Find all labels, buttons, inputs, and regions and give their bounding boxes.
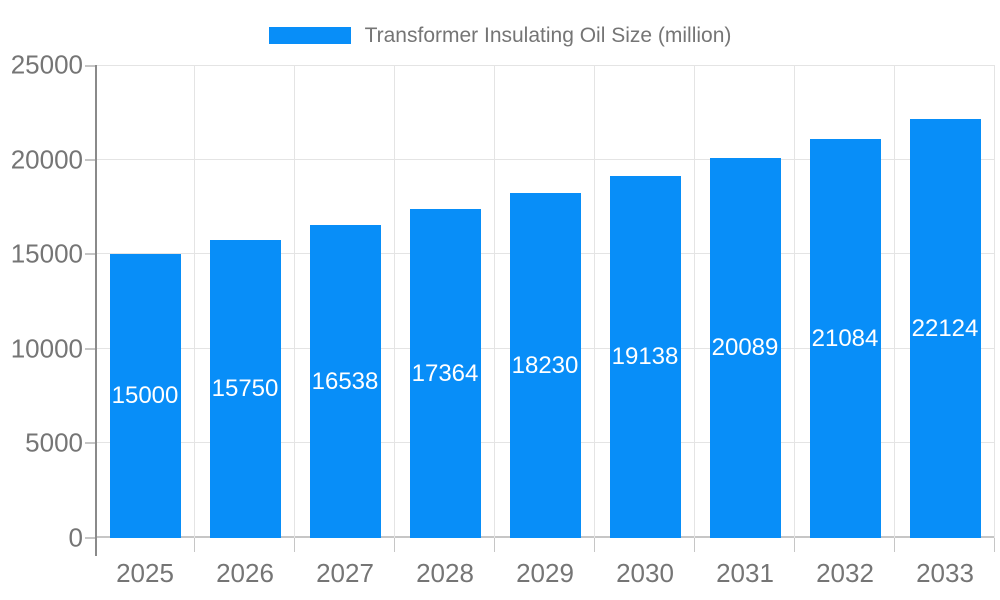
bar: 16538 (309, 225, 381, 538)
bar: 19138 (609, 175, 681, 538)
x-tick-label: 2031 (716, 558, 774, 588)
bar: 21084 (809, 139, 881, 538)
bar-value-label: 15750 (211, 374, 279, 402)
gridline-vertical (794, 65, 795, 538)
gridline-vertical (294, 65, 295, 538)
bar: 20089 (709, 157, 781, 538)
bar: 18230 (509, 193, 581, 538)
gridline-vertical (594, 65, 595, 538)
bar-value-label: 19138 (611, 342, 679, 370)
y-axis-tick (85, 158, 95, 161)
y-axis-tick (85, 65, 95, 67)
legend-label: Transformer Insulating Oil Size (million… (364, 23, 732, 47)
y-axis-tick (85, 347, 95, 350)
gridline-vertical (994, 65, 995, 538)
y-axis-line (95, 65, 97, 556)
y-tick-label: 20000 (10, 144, 83, 175)
x-tick-label: 2029 (516, 558, 574, 588)
bar-value-label: 20089 (711, 333, 779, 361)
x-tick-label: 2027 (316, 558, 374, 588)
bar: 22124 (909, 119, 981, 538)
legend[interactable]: Transformer Insulating Oil Size (million… (0, 20, 1000, 51)
x-tick-label: 2028 (416, 558, 474, 588)
gridline-horizontal (95, 65, 995, 66)
x-axis-tick (694, 538, 695, 552)
y-tick-label: 0 (68, 522, 83, 553)
y-axis-tick (85, 442, 95, 445)
y-axis-tick (85, 537, 95, 539)
bar-value-label: 18230 (511, 351, 579, 379)
y-tick-label: 25000 (10, 49, 83, 80)
y-tick-label: 5000 (25, 427, 83, 458)
y-axis-tick (85, 253, 95, 256)
x-axis-tick (194, 538, 195, 552)
legend-swatch-icon (268, 27, 351, 44)
x-tick-label: 2033 (916, 558, 974, 588)
x-axis-tick (594, 538, 595, 552)
x-tick-label: 2032 (816, 558, 874, 588)
bar-value-label: 15000 (111, 382, 179, 410)
bar-value-label: 22124 (911, 314, 979, 342)
gridline-vertical (394, 65, 395, 538)
bar: 15750 (209, 240, 281, 538)
x-tick-label: 2025 (116, 558, 174, 588)
x-axis-tick (994, 538, 995, 552)
gridline-vertical (694, 65, 695, 538)
bar: 15000 (109, 254, 181, 538)
x-axis-tick (894, 538, 895, 552)
x-axis-tick (794, 538, 795, 552)
gridline-horizontal (95, 158, 995, 160)
bar-value-label: 21084 (811, 324, 879, 352)
x-tick-label: 2026 (216, 558, 274, 588)
x-axis-tick (294, 538, 295, 552)
bar-value-label: 17364 (411, 359, 479, 387)
y-tick-label: 15000 (10, 238, 83, 269)
plot-area: 0 5000 10000 15000 20000 25000 15000 2025 15750 2… (11, 51, 995, 588)
x-axis-tick (494, 538, 495, 552)
bar-value-label: 16538 (311, 367, 379, 395)
x-axis-tick (394, 538, 395, 552)
gridline-vertical (194, 65, 195, 538)
y-tick-label: 10000 (10, 333, 83, 364)
gridline-vertical (494, 65, 495, 538)
x-tick-label: 2030 (616, 558, 674, 588)
bar: 17364 (409, 209, 481, 538)
gridline-vertical (894, 65, 895, 538)
